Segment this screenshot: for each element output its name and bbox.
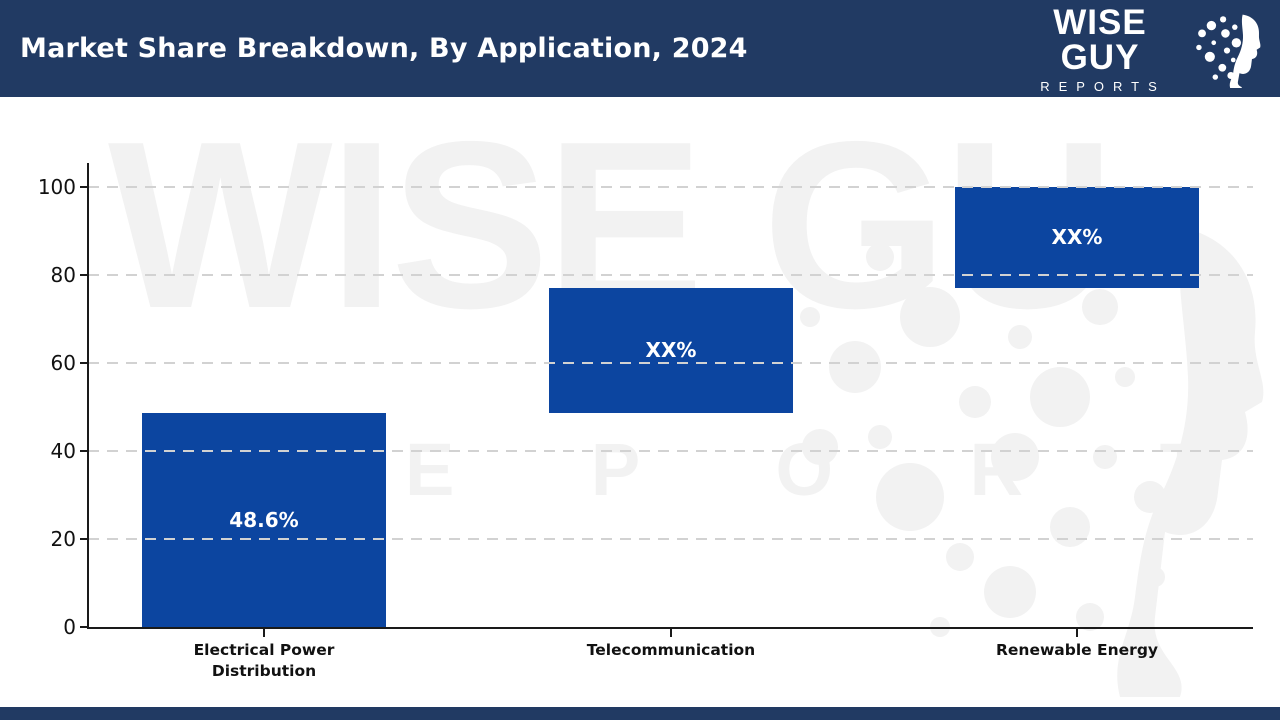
gridline — [88, 362, 1253, 364]
y-tick-mark — [80, 274, 88, 276]
bar-value-label: XX% — [1051, 225, 1103, 250]
gridline — [88, 538, 1253, 540]
logo-reports-label: REPORTS — [1040, 78, 1166, 94]
wiseguy-logo: WISE GUY REPORTS — [1016, 5, 1266, 94]
bar — [549, 287, 793, 414]
x-category-label: Renewable Energy — [995, 641, 1159, 659]
x-tick-mark — [263, 629, 265, 637]
y-tick-label: 100 — [37, 175, 76, 199]
gridline — [88, 274, 1253, 276]
y-tick-mark — [80, 450, 88, 452]
bar-value-label: XX% — [645, 338, 697, 363]
logo-wiseguy-label: WISE GUY — [1053, 2, 1147, 77]
y-tick-mark — [80, 626, 88, 628]
bar-value-label: 48.6% — [229, 508, 299, 533]
x-tick-mark — [670, 629, 672, 637]
footer-bar — [0, 707, 1280, 720]
bar — [142, 413, 386, 627]
y-tick-label: 80 — [50, 263, 76, 287]
x-category-label: Electrical Power Distribution — [193, 641, 335, 680]
y-tick-label: 60 — [50, 351, 76, 375]
logo-face-dots-icon — [1196, 14, 1261, 88]
x-tick-mark — [1076, 629, 1078, 637]
y-tick-mark — [80, 538, 88, 540]
y-tick-mark — [80, 186, 88, 188]
y-tick-label: 40 — [50, 439, 76, 463]
page-title: Market Share Breakdown, By Application, … — [20, 33, 748, 64]
x-category-label: Telecommunication — [586, 641, 756, 659]
y-tick-label: 0 — [63, 615, 76, 639]
y-axis-line — [87, 163, 89, 629]
gridline — [88, 186, 1253, 188]
x-axis-line — [87, 627, 1253, 629]
header-bar: Market Share Breakdown, By Application, … — [0, 0, 1280, 97]
y-tick-mark — [80, 362, 88, 364]
gridline — [88, 450, 1253, 452]
y-tick-label: 20 — [50, 527, 76, 551]
logo-text: WISE GUY REPORTS — [1016, 5, 1184, 94]
